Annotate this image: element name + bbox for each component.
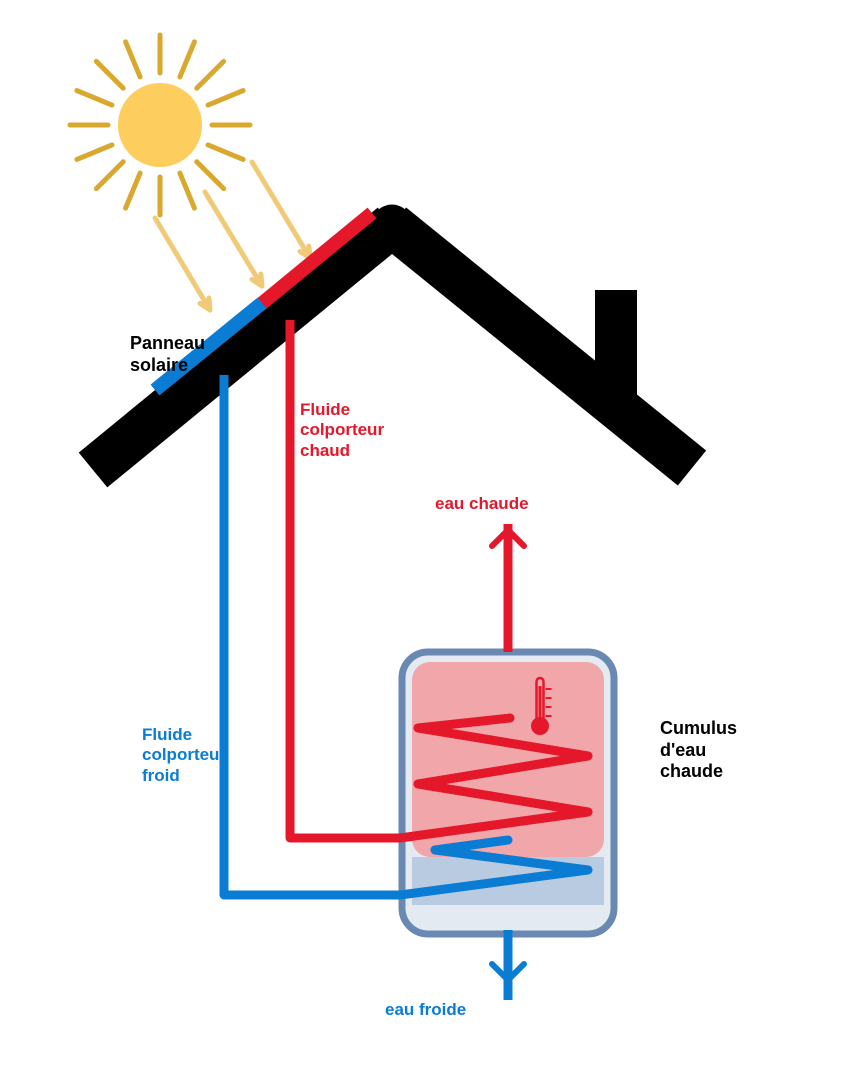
- label-cold-water: eau froide: [385, 1000, 466, 1020]
- solar-water-heater-diagram: Panneau solaire Fluide colporteur chaud ea…: [0, 0, 863, 1080]
- label-water-tank: Cumulus d'eau chaude: [660, 718, 737, 783]
- sun-icon: [70, 35, 310, 310]
- label-solar-panel: Panneau solaire: [130, 333, 205, 376]
- pipe-hot-supply: [290, 320, 400, 838]
- label-hot-fluid: Fluide colporteur chaud: [300, 400, 384, 461]
- label-cold-fluid: Fluide colporteur froid: [142, 725, 226, 786]
- label-hot-water: eau chaude: [435, 494, 529, 514]
